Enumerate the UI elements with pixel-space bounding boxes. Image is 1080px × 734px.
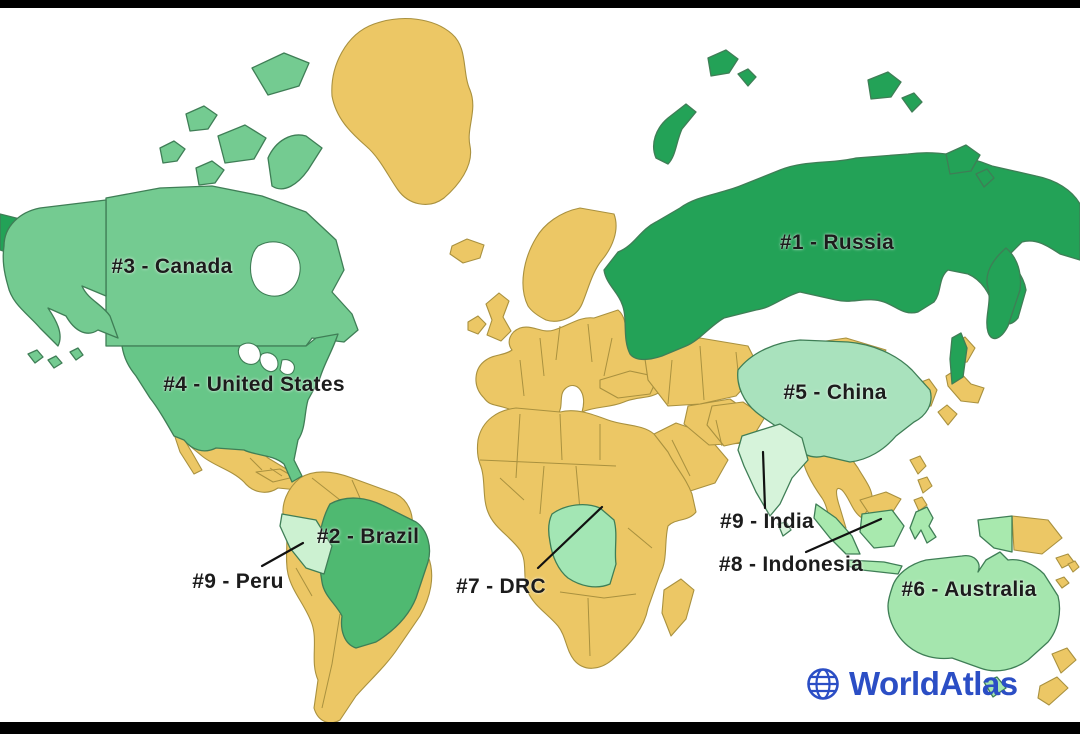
label-russia: #1 - Russia bbox=[779, 231, 895, 254]
label-indonesia: #8 - Indonesia bbox=[718, 553, 864, 576]
pacific-islands bbox=[1055, 560, 1080, 589]
leader-line-drc bbox=[536, 505, 604, 570]
label-china: #5 - China bbox=[783, 381, 887, 404]
label-peru: #9 - Peru bbox=[192, 570, 284, 593]
hudson-bay bbox=[249, 241, 301, 297]
country-greenland bbox=[331, 18, 474, 205]
world-map-svg bbox=[0, 18, 1080, 722]
country-drc bbox=[548, 503, 617, 588]
country-iceland bbox=[449, 238, 485, 264]
leader-line-indonesia bbox=[804, 517, 883, 554]
label-brazil: #2 - Brazil bbox=[316, 525, 420, 548]
region-scandinavia bbox=[522, 207, 617, 322]
leader-lines bbox=[260, 450, 883, 570]
country-sri-lanka bbox=[777, 521, 792, 537]
island-tasmania bbox=[983, 676, 1007, 698]
country-peru bbox=[279, 513, 333, 575]
label-drc: #7 - DRC bbox=[456, 575, 546, 598]
country-indonesia bbox=[813, 503, 1013, 575]
aleutian-islands bbox=[27, 347, 84, 369]
label-india: #9 - India bbox=[719, 510, 815, 533]
country-russia bbox=[0, 49, 1080, 385]
island-java bbox=[847, 559, 903, 575]
country-australia bbox=[887, 551, 1061, 698]
island-borneo bbox=[859, 509, 905, 549]
leader-line-peru bbox=[260, 541, 305, 568]
country-united-states bbox=[121, 333, 339, 483]
globe-icon bbox=[807, 668, 839, 700]
internal-borders bbox=[249, 323, 741, 709]
region-north-america-green bbox=[2, 52, 359, 369]
label-canada: #3 - Canada bbox=[111, 255, 233, 278]
country-ireland bbox=[467, 315, 487, 335]
great-lakes bbox=[237, 342, 295, 376]
country-uk bbox=[485, 292, 512, 342]
russia-arctic-islands bbox=[653, 49, 995, 188]
island-sulawesi bbox=[909, 506, 937, 544]
country-canada bbox=[105, 185, 359, 347]
leader-line-india bbox=[761, 450, 767, 510]
country-new-zealand bbox=[1037, 647, 1077, 706]
canada-arctic-islands bbox=[159, 52, 323, 190]
country-japan-kyushu bbox=[937, 404, 958, 426]
country-india bbox=[737, 423, 809, 537]
region-kamchatka bbox=[986, 247, 1022, 340]
island-papua-west bbox=[977, 515, 1013, 553]
region-alaska bbox=[2, 199, 119, 347]
island-sumatra bbox=[813, 503, 861, 555]
label-united-states: #4 - United States bbox=[163, 373, 345, 396]
country-madagascar bbox=[661, 578, 695, 637]
country-turkey bbox=[599, 370, 659, 399]
worldatlas-wordmark: WorldAtlas bbox=[849, 665, 1018, 702]
worldatlas-logo: WorldAtlas bbox=[804, 665, 1018, 703]
region-sakhalin bbox=[949, 332, 968, 385]
label-australia: #6 - Australia bbox=[901, 578, 1037, 601]
world-map bbox=[0, 8, 1080, 722]
country-philippines bbox=[909, 455, 933, 512]
